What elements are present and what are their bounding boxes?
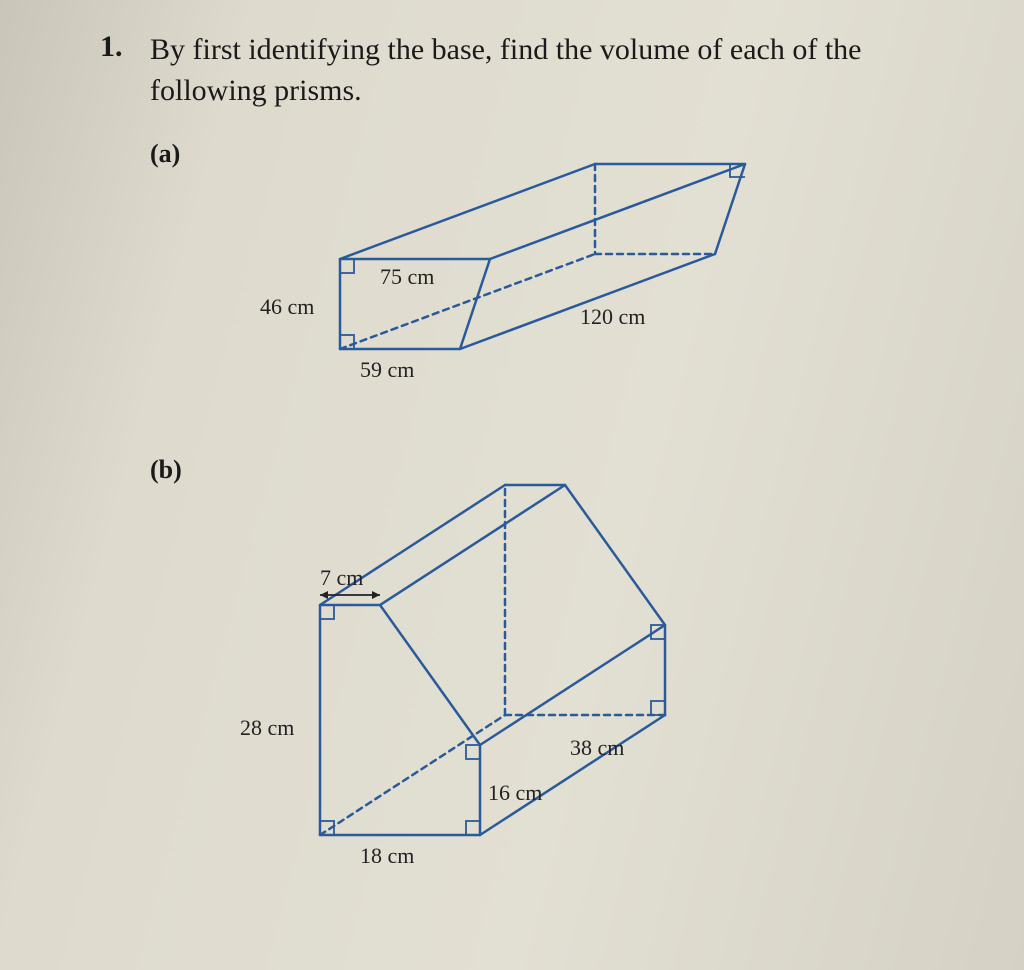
question-text: By first identifying the base, find the … [150,30,984,111]
part-a: (a) [100,139,984,419]
right-angle-icon [651,701,665,715]
dim-depth-b: 38 cm [570,735,624,760]
dim-bottom-a: 59 cm [360,357,414,382]
question-number: 1. [100,30,150,111]
right-angle-icon [466,745,480,759]
prism-edge [460,254,715,349]
arrow-head-icon [372,591,380,599]
part-b-label: (b) [150,455,200,895]
prism-edge [490,164,745,259]
right-angle-icon [466,821,480,835]
dim-top-b: 7 cm [320,565,363,590]
dim-left-a: 46 cm [260,294,314,319]
prism-front-face [320,605,480,835]
part-b-diagram: 7 cm 28 cm 18 cm 16 cm 38 cm [200,455,984,895]
prism-edge [595,164,745,254]
part-b: (b) [100,455,984,895]
prism-edge [505,485,665,715]
part-a-label: (a) [150,139,200,419]
edge-hidden [320,715,505,835]
dim-top-a: 75 cm [380,264,434,289]
arrow-head-icon [320,591,328,599]
part-a-diagram: 75 cm 46 cm 59 cm 120 cm [200,139,984,419]
dim-bottom-b: 18 cm [360,843,414,868]
prism-edge [480,625,665,745]
prism-edge [480,715,665,835]
dim-step-b: 16 cm [488,780,542,805]
right-angle-icon [340,259,354,273]
page: 1. By first identifying the base, find t… [0,0,1024,970]
question-row: 1. By first identifying the base, find t… [100,30,984,111]
prism-edge [380,485,565,605]
dim-left-b: 28 cm [240,715,294,740]
right-angle-icon [320,605,334,619]
prism-edge [340,164,595,259]
edge-hidden [340,254,595,349]
dim-depth-a: 120 cm [580,304,645,329]
